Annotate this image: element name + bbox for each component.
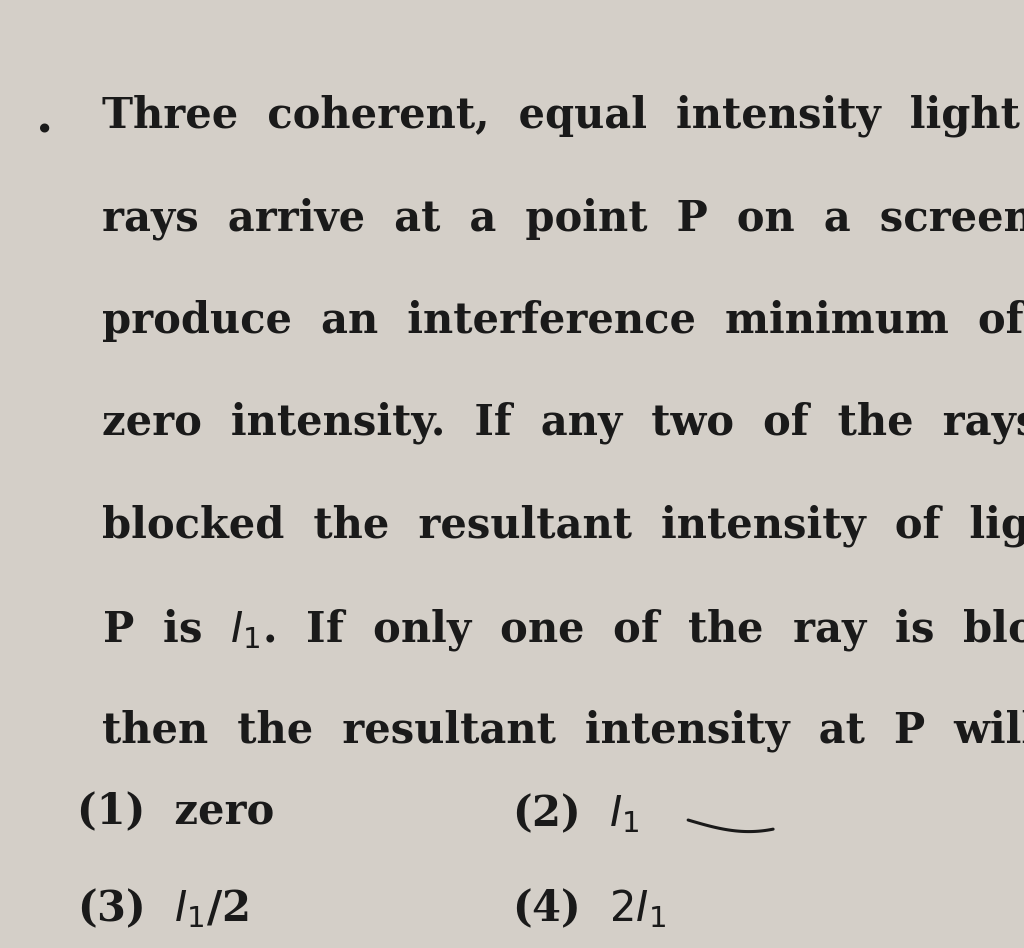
Text: rays  arrive  at  a  point  P  on  a  screen  to: rays arrive at a point P on a screen to (102, 197, 1024, 240)
Text: Three  coherent,  equal  intensity  light: Three coherent, equal intensity light (102, 95, 1020, 137)
Text: (3)  $I_1$/2: (3) $I_1$/2 (77, 886, 249, 930)
Text: (2)  $I_1$: (2) $I_1$ (512, 792, 639, 835)
Text: (1)  zero: (1) zero (77, 792, 274, 833)
Text: produce  an  interference  minimum  of: produce an interference minimum of (102, 300, 1024, 341)
Text: zero  intensity.  If  any  two  of  the  rays  are: zero intensity. If any two of the rays a… (102, 402, 1024, 445)
Text: blocked  the  resultant  intensity  of  light  at: blocked the resultant intensity of light… (102, 504, 1024, 547)
Text: then  the  resultant  intensity  at  P  will  be :: then the resultant intensity at P will b… (102, 709, 1024, 752)
Text: (4)  $2I_1$: (4) $2I_1$ (512, 886, 666, 930)
Text: P  is  $I_1$.  If  only  one  of  the  ray  is  blocked,: P is $I_1$. If only one of the ray is bl… (102, 607, 1024, 653)
Text: .: . (36, 95, 53, 144)
